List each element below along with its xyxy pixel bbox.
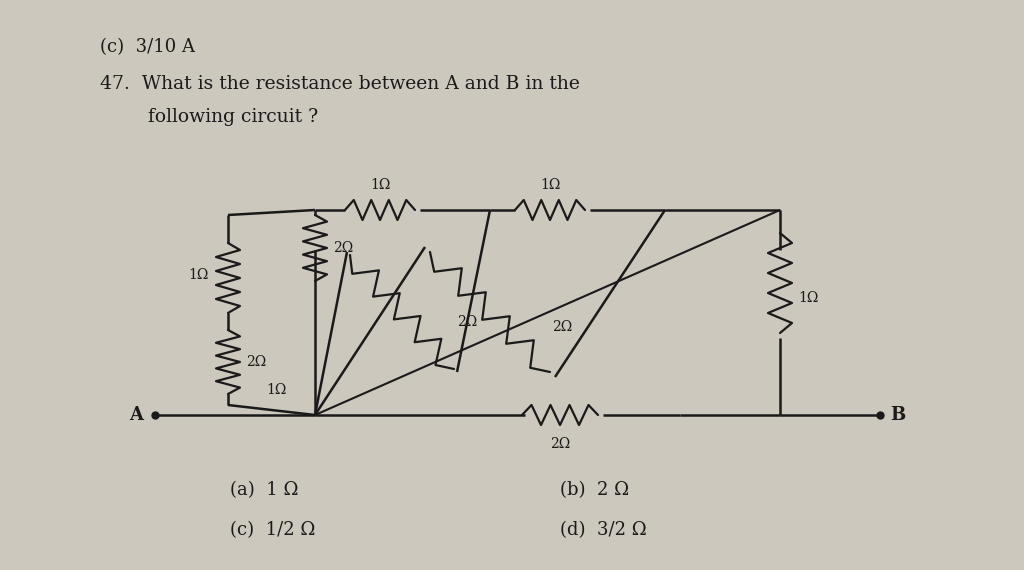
Text: B: B — [890, 406, 905, 424]
Text: 1Ω: 1Ω — [540, 178, 560, 192]
Text: 2Ω: 2Ω — [246, 355, 266, 369]
Text: 1Ω: 1Ω — [266, 383, 286, 397]
Text: 2Ω: 2Ω — [457, 315, 477, 329]
Text: (a)  1 Ω: (a) 1 Ω — [230, 481, 299, 499]
Text: A: A — [129, 406, 143, 424]
Text: following circuit ?: following circuit ? — [100, 108, 318, 126]
Text: 1Ω: 1Ω — [798, 291, 818, 305]
Text: 1Ω: 1Ω — [187, 268, 208, 282]
Text: 1Ω: 1Ω — [370, 178, 390, 192]
Text: 2Ω: 2Ω — [552, 320, 572, 334]
Text: 2Ω: 2Ω — [333, 241, 353, 255]
Text: (c)  1/2 Ω: (c) 1/2 Ω — [230, 521, 315, 539]
Text: (d)  3/2 Ω: (d) 3/2 Ω — [560, 521, 647, 539]
Text: 2Ω: 2Ω — [550, 437, 570, 451]
Text: (c)  3/10 A: (c) 3/10 A — [100, 38, 195, 56]
Text: 47.  What is the resistance between A and B in the: 47. What is the resistance between A and… — [100, 75, 580, 93]
Text: (b)  2 Ω: (b) 2 Ω — [560, 481, 629, 499]
